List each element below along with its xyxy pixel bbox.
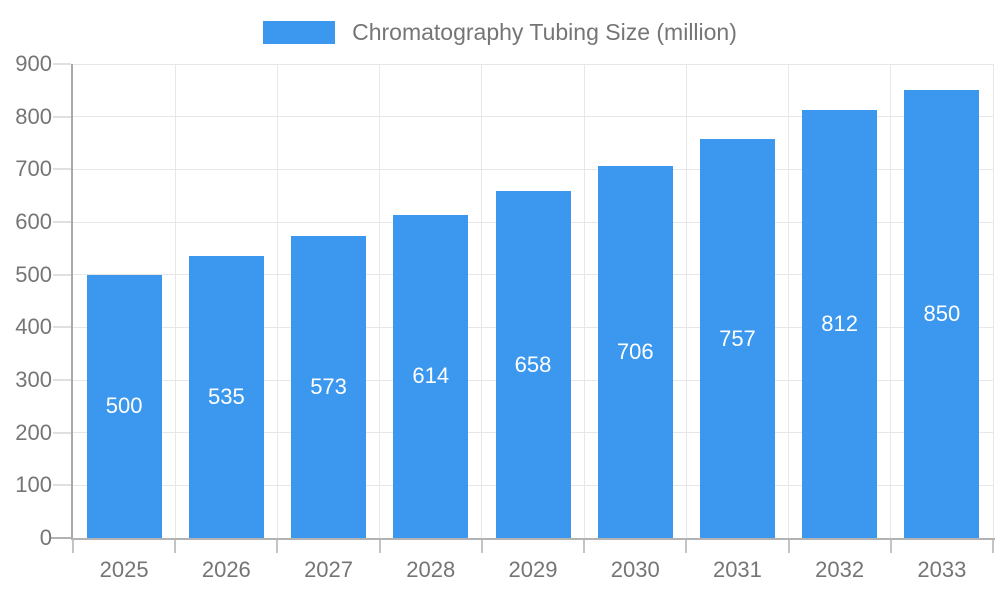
bar[interactable] [188,256,264,538]
y-axis-tick [53,273,71,276]
x-axis-tick [378,540,381,553]
bar-value-label: 573 [310,374,347,400]
legend-swatch [263,20,336,44]
bar-value-label: 706 [616,339,654,365]
y-axis-label: 900 [15,51,52,76]
x-gridline [481,64,483,538]
x-axis-label: 2025 [99,557,149,582]
y-axis-tick [53,168,71,171]
bar[interactable] [802,110,878,538]
y-gridline [73,63,993,65]
x-axis-label: 2033 [917,557,967,582]
x-gridline [992,64,994,538]
y-axis-label: 800 [15,103,52,129]
x-gridline [890,64,892,538]
chart-legend: Chromatography Tubing Size (million) [0,17,1000,47]
x-gridline [174,64,176,538]
x-axis-tick [276,540,279,553]
y-axis-label: 400 [15,314,52,340]
bar[interactable] [699,139,775,538]
x-axis-label: 2030 [610,557,660,582]
bar-value-label: 614 [412,363,450,389]
y-axis-line [71,64,73,540]
x-gridline [379,64,381,538]
x-axis-label: 2029 [508,557,558,582]
y-gridline [73,116,993,118]
x-axis-tick [787,540,790,553]
x-axis-label: 2026 [201,557,251,582]
y-axis-label: 100 [15,472,52,498]
legend-label: Chromatography Tubing Size (million) [352,18,737,45]
x-axis-tick [174,540,177,553]
x-axis-label: 2031 [712,557,762,582]
bar[interactable] [495,191,571,538]
bar-value-label: 850 [923,301,961,327]
x-axis-tick [685,540,688,553]
y-axis-label: 500 [15,261,52,287]
x-axis-tick [889,540,892,553]
y-axis-tick [53,115,71,118]
x-axis-tick [72,540,74,553]
x-axis-line [71,538,995,540]
y-axis-label: 0 [39,525,52,550]
bar-value-label: 757 [719,325,756,351]
bar[interactable] [597,166,673,538]
x-axis-tick [992,540,994,553]
y-axis-tick [53,484,71,487]
x-gridline [788,64,790,538]
bar-value-label: 500 [105,393,143,419]
x-gridline [685,64,687,538]
y-axis-tick [53,326,71,329]
x-axis-label: 2027 [304,557,354,582]
bar-value-label: 812 [821,311,859,337]
y-axis-tick [53,379,71,381]
bar-value-label: 658 [514,351,552,377]
y-gridline [73,168,993,170]
bar[interactable] [904,90,980,538]
y-axis-tick [53,63,71,66]
x-axis-tick [480,540,483,553]
y-axis-label: 300 [15,367,52,392]
y-axis-tick [53,221,71,223]
bar[interactable] [291,236,367,538]
bar-value-label: 535 [207,384,245,410]
y-axis-tick [53,431,71,434]
x-axis-label: 2032 [815,557,865,582]
x-gridline [583,64,585,538]
y-axis-label: 700 [15,156,52,182]
plot-area: 500 535 573 614 658 706 757 812 850 [50,63,995,553]
x-axis-label: 2028 [406,557,456,582]
bar[interactable] [393,214,469,538]
y-axis-tick [50,537,71,539]
bar[interactable] [86,274,162,538]
y-axis-label: 600 [15,209,52,234]
x-axis-tick [583,540,586,553]
y-axis-label: 200 [15,419,52,445]
x-gridline [276,64,278,538]
